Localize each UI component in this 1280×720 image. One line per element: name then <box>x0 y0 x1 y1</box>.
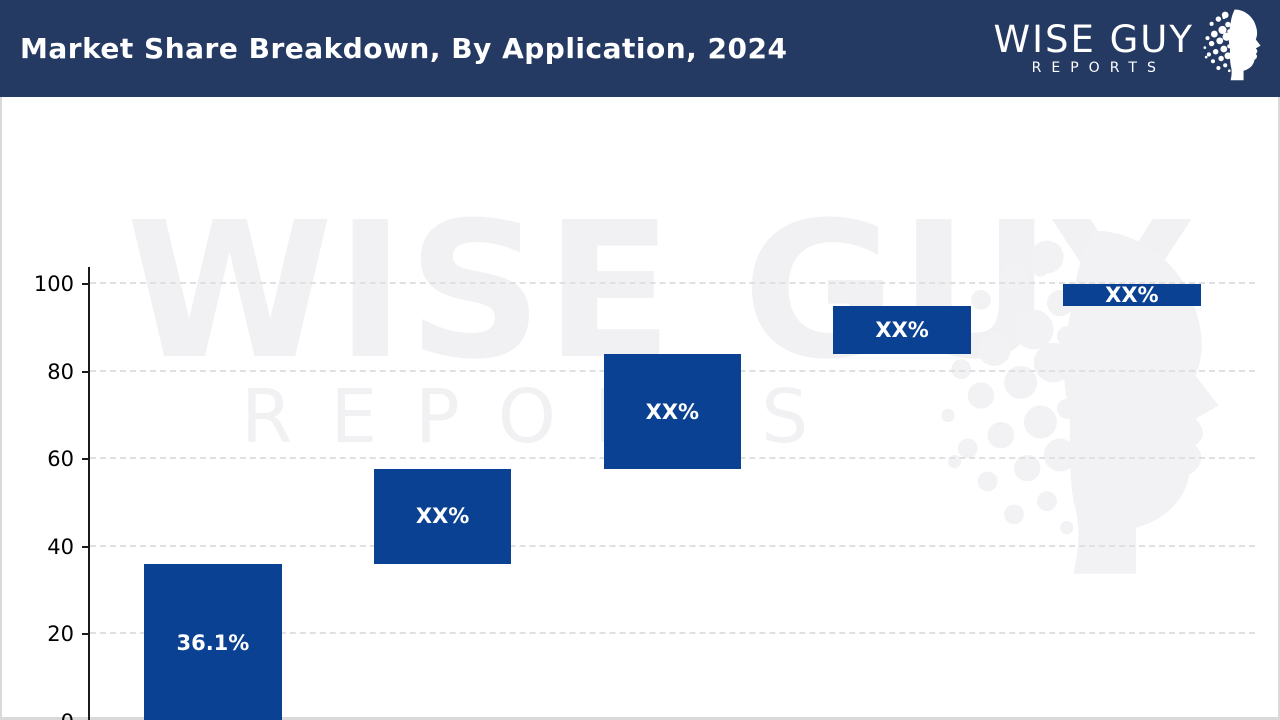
wiseguy-logo: WISE GUY REPORTS <box>994 7 1266 91</box>
bar-value-label: XX% <box>645 399 700 424</box>
y-tick-label: 40 <box>47 534 74 559</box>
plot-area: 02040608010036.1%AutomotiveXX%AerospaceX… <box>34 267 1255 720</box>
bar-value-label: XX% <box>415 504 470 529</box>
bar-value-label: 36.1% <box>176 630 250 655</box>
grid-line <box>90 544 1255 547</box>
bar-aerospace: XX% <box>373 468 512 564</box>
y-axis-tick <box>82 545 90 548</box>
bar-construction-equipment: XX% <box>833 306 971 355</box>
bar-industrial-machinery: XX% <box>603 354 742 469</box>
wiseguy-head-icon <box>1203 9 1261 80</box>
chart-region: WISE GUY REPORTS 02040608010036.1%Automo… <box>0 97 1280 720</box>
bar-automotive: 36.1% <box>144 563 282 720</box>
y-axis-tick <box>82 633 90 636</box>
y-axis-tick <box>82 458 90 461</box>
bar-value-label: XX% <box>1105 283 1159 308</box>
y-tick-label: 60 <box>47 447 74 472</box>
y-tick-label: 20 <box>47 622 74 647</box>
y-tick-label: 0 <box>61 710 74 720</box>
header-bar: Market Share Breakdown, By Application, … <box>0 0 1280 97</box>
page-title: Market Share Breakdown, By Application, … <box>20 32 788 65</box>
logo-text: WISE GUY REPORTS <box>993 18 1194 76</box>
logo-subtitle: REPORTS <box>1031 59 1166 76</box>
y-axis-tick <box>82 370 90 373</box>
y-tick-label: 100 <box>33 272 74 297</box>
grid-line <box>90 282 1255 285</box>
y-tick-label: 80 <box>47 359 74 384</box>
logo-wordmark: WISE GUY <box>993 18 1194 62</box>
y-axis-tick <box>82 283 90 286</box>
grid-line <box>90 632 1255 635</box>
bar-value-label: XX% <box>875 318 929 343</box>
bar-marine: XX% <box>1063 283 1201 308</box>
